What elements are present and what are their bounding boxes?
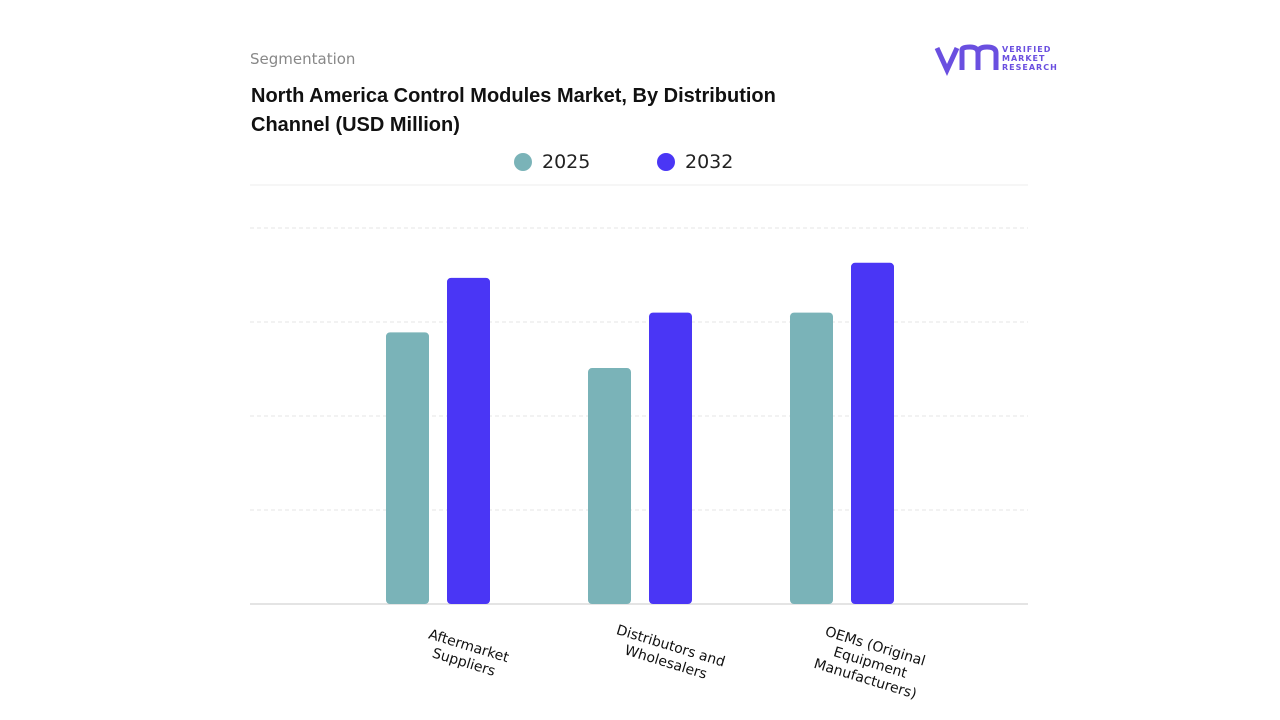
bar bbox=[386, 332, 429, 604]
logo-text: VERIFIED MARKET RESEARCH bbox=[1002, 45, 1058, 72]
bar bbox=[649, 312, 692, 604]
logo-line: VERIFIED bbox=[1002, 45, 1052, 54]
legend-label: 2032 bbox=[685, 151, 733, 173]
legend-swatch bbox=[514, 153, 532, 171]
bar bbox=[447, 277, 490, 604]
logo-line: MARKET bbox=[1002, 54, 1046, 63]
legend-swatch bbox=[657, 153, 675, 171]
chart-title: North America Control Modules Market, By… bbox=[251, 85, 776, 136]
bar bbox=[790, 312, 833, 604]
logo-mark bbox=[934, 44, 999, 77]
legend-label: 2025 bbox=[542, 151, 590, 173]
logo-line: RESEARCH bbox=[1002, 63, 1058, 72]
bar bbox=[851, 262, 894, 604]
bar bbox=[588, 368, 631, 604]
subtitle: Segmentation bbox=[250, 50, 356, 68]
